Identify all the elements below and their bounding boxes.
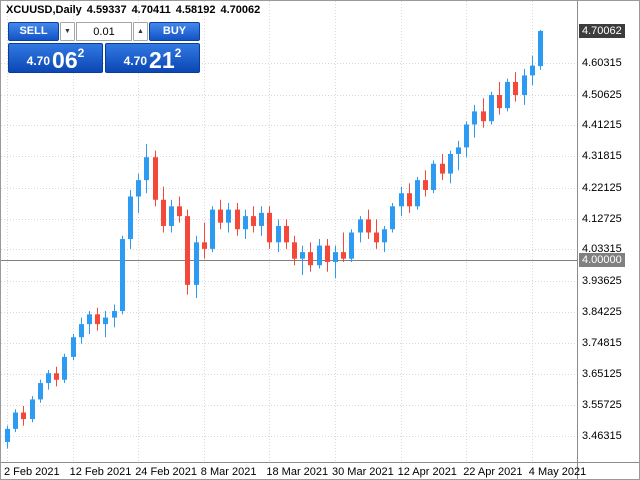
price-axis-label: 3.74815 <box>582 336 622 349</box>
trade-controls-row: SELL ▼ ▲ BUY <box>8 22 200 41</box>
sell-price-button[interactable]: 4.70 06 2 <box>8 43 103 73</box>
buy-price-button[interactable]: 4.70 21 2 <box>105 43 200 73</box>
chart-ohlc-header: XCUUSD,Daily 4.59337 4.70411 4.58192 4.70062 <box>6 4 265 16</box>
close-value: 4.70062 <box>220 4 261 16</box>
price-axis-label: 4.22125 <box>582 181 622 194</box>
time-axis-label: 30 Mar 2021 <box>332 466 394 478</box>
buy-price-pipette: 2 <box>174 46 182 60</box>
price-axis-label: 3.55725 <box>582 399 622 412</box>
time-axis[interactable]: 2 Feb 2021 12 Feb 2021 24 Feb 2021 8 Mar 20… <box>1 463 586 479</box>
trade-quotes-row: 4.70 06 2 4.70 21 2 <box>8 43 200 73</box>
time-axis-label: 12 Feb 2021 <box>69 466 132 478</box>
price-axis-label: 4.60315 <box>582 56 622 69</box>
hline-price-tag: 4.00000 <box>579 253 625 268</box>
price-axis-label: 4.03315 <box>582 243 622 256</box>
sell-price-big-digits: 06 <box>52 47 78 74</box>
open-value: 4.59337 <box>86 4 127 16</box>
buy-price-big-digits: 21 <box>149 47 175 74</box>
price-axis-label: 3.93625 <box>582 275 622 288</box>
price-axis[interactable]: 4.60315 4.50625 4.41215 4.31815 4.22125 4.127… <box>578 1 639 462</box>
low-value: 4.58192 <box>175 4 216 16</box>
price-axis-label: 4.31815 <box>582 150 622 163</box>
price-axis-label: 3.65125 <box>582 368 622 381</box>
time-axis-label: 12 Apr 2021 <box>397 466 457 478</box>
high-value: 4.70411 <box>131 4 171 16</box>
chevron-down-icon: ▼ <box>64 28 71 35</box>
buy-button[interactable]: BUY <box>149 22 200 41</box>
price-axis-label: 3.46315 <box>582 430 622 443</box>
price-axis-label: 4.41215 <box>582 119 622 132</box>
time-axis-label: 4 May 2021 <box>528 466 587 478</box>
sell-price-pipette: 2 <box>77 46 85 60</box>
chevron-up-icon: ▲ <box>137 28 144 35</box>
time-axis-divider <box>1 462 639 463</box>
time-axis-label: 24 Feb 2021 <box>135 466 197 478</box>
symbol-period-label: XCUUSD,Daily <box>6 4 82 16</box>
buy-price-prefix: 4.70 <box>123 54 148 68</box>
volume-input[interactable] <box>76 22 132 41</box>
sell-price-prefix: 4.70 <box>26 54 51 68</box>
volume-decrease-button[interactable]: ▼ <box>60 22 75 41</box>
price-axis-divider <box>577 1 578 479</box>
sell-button[interactable]: SELL <box>8 22 59 41</box>
price-axis-label: 4.50625 <box>582 88 622 101</box>
time-axis-label: 8 Mar 2021 <box>200 466 257 478</box>
time-axis-label: 18 Mar 2021 <box>266 466 329 478</box>
candlestick-plot[interactable] <box>1 1 577 462</box>
time-axis-label: 22 Apr 2021 <box>463 466 523 478</box>
volume-increase-button[interactable]: ▲ <box>133 22 148 41</box>
price-axis-label: 4.12725 <box>582 212 622 225</box>
current-price-tag: 4.70062 <box>579 24 625 38</box>
time-axis-label: 2 Feb 2021 <box>4 466 60 478</box>
price-axis-label: 3.84225 <box>582 305 622 318</box>
